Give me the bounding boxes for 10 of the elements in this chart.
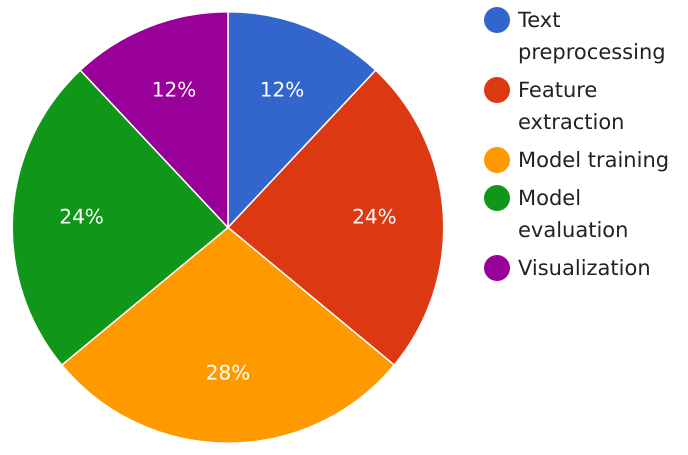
data-label: 12% [152, 77, 196, 102]
legend-label: Model evaluation [518, 185, 630, 244]
data-label: 24% [59, 204, 104, 228]
legend-label: Feature extraction [518, 77, 626, 136]
legend-label: Model training [518, 147, 670, 174]
legend-label: Text preprocessing [518, 7, 667, 66]
data-label: 24% [352, 204, 397, 228]
data-label: 12% [260, 77, 304, 102]
data-label: 28% [206, 360, 250, 384]
legend-label: Visualization [518, 255, 651, 282]
